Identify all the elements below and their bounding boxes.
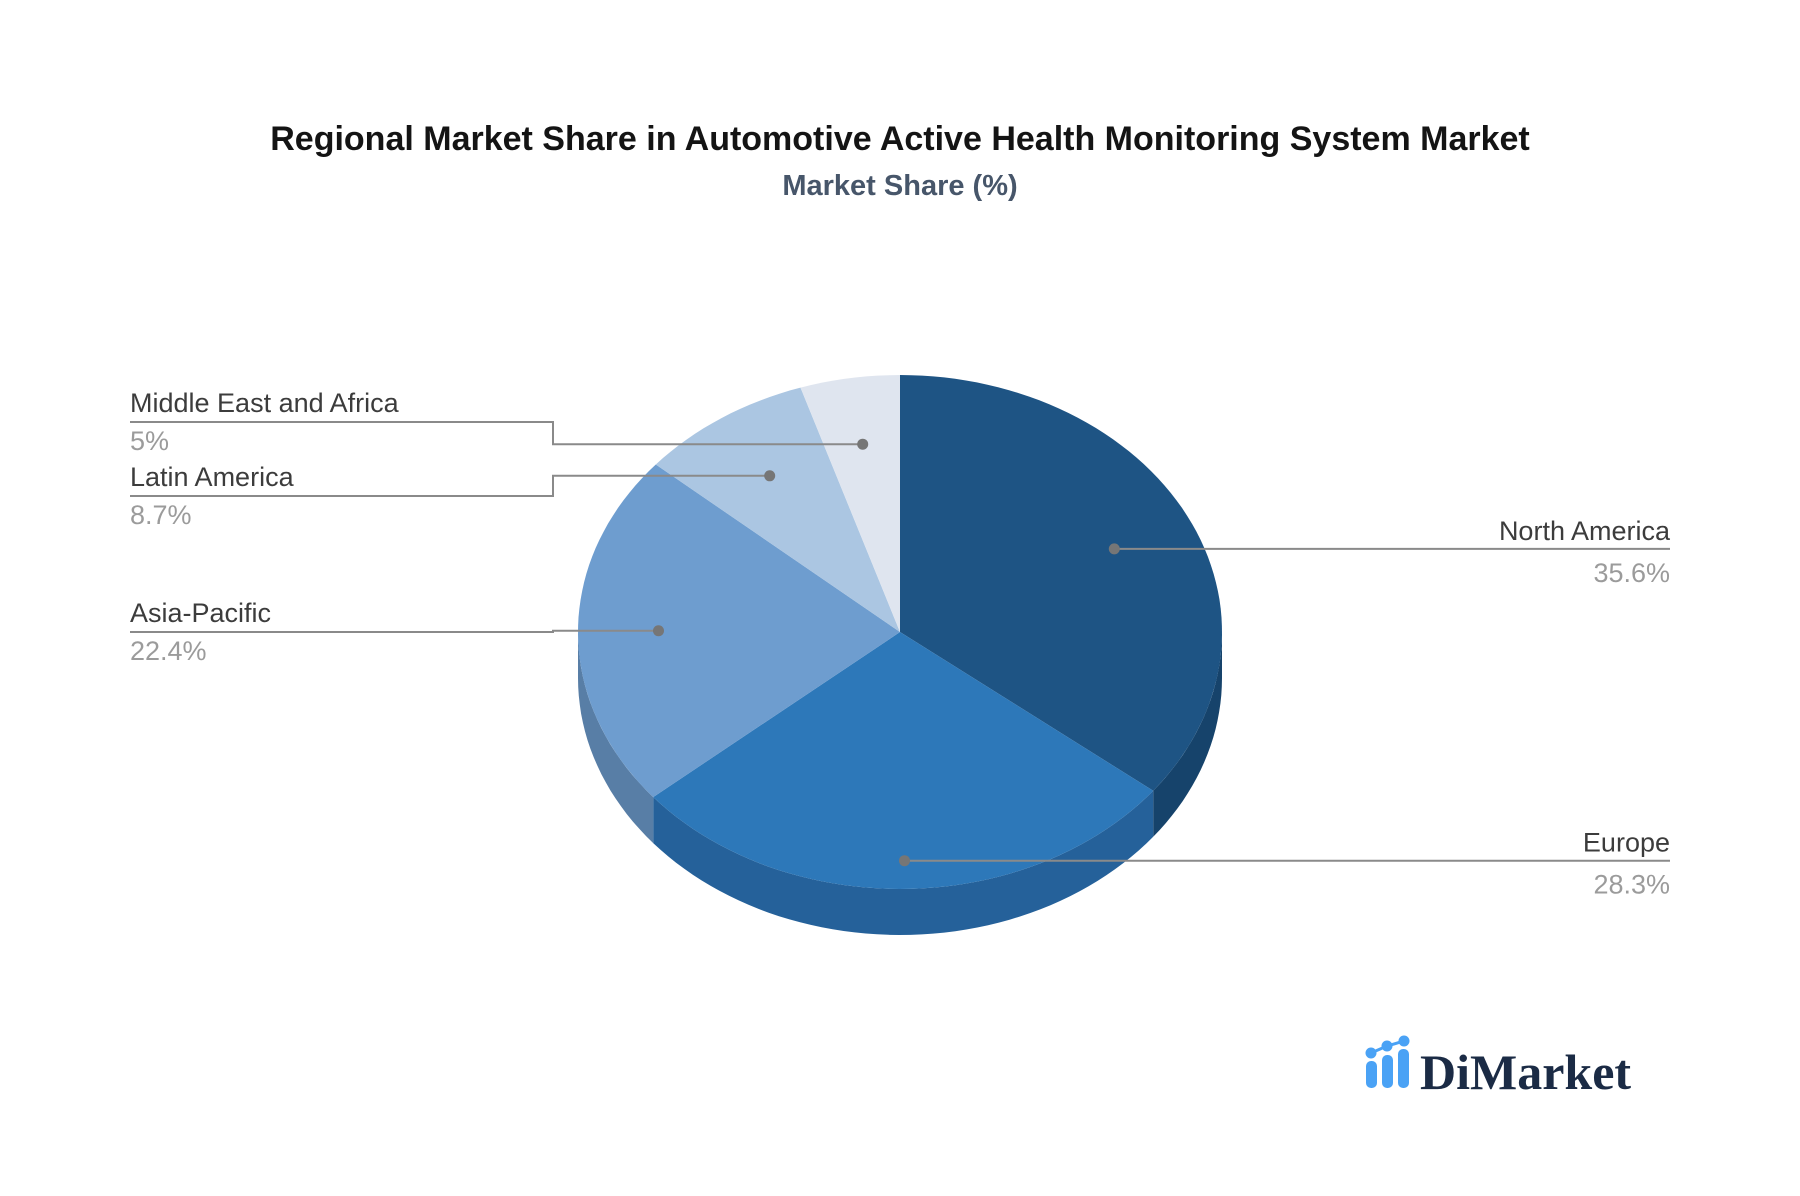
logo-text: DiMarket bbox=[1420, 1044, 1631, 1100]
chart-subtitle: Market Share (%) bbox=[782, 170, 1017, 202]
pie-3d-side bbox=[578, 632, 1222, 935]
region-name: Middle East and Africa bbox=[130, 388, 400, 418]
pie-label-middle-east-and-africa: Middle East and Africa 5% bbox=[130, 388, 869, 456]
region-value: 5% bbox=[130, 426, 169, 456]
region-name: Latin America bbox=[130, 462, 295, 492]
leader-line bbox=[130, 629, 659, 633]
pie-slice-side-north-america bbox=[1153, 632, 1222, 837]
dimarket-logo: DiMarket bbox=[1365, 1035, 1631, 1100]
region-value: 8.7% bbox=[130, 500, 192, 530]
leader-dot bbox=[764, 470, 776, 482]
region-value: 22.4% bbox=[130, 636, 207, 666]
region-name: North America bbox=[1499, 516, 1671, 546]
pie-label-asia-pacific: Asia-Pacific 22.4% bbox=[130, 598, 664, 666]
pie-slice-north-america[interactable] bbox=[900, 375, 1222, 791]
leader-dot bbox=[899, 855, 910, 867]
leader-dot bbox=[857, 438, 869, 450]
leader-line bbox=[130, 421, 863, 446]
region-name: Asia-Pacific bbox=[130, 598, 271, 628]
pie-label-north-america: North America 35.6% bbox=[1108, 516, 1671, 588]
region-name: Europe bbox=[1583, 828, 1670, 858]
leader-dot bbox=[1108, 543, 1120, 555]
pie-slice-side-europe bbox=[653, 790, 1154, 935]
pie-slice-latin-america[interactable] bbox=[655, 387, 900, 632]
pie-slice-europe[interactable] bbox=[653, 632, 1154, 889]
leader-dot bbox=[653, 625, 664, 637]
bar-line-chart-icon bbox=[1365, 1035, 1410, 1088]
chart-title: Regional Market Share in Automotive Acti… bbox=[270, 120, 1530, 158]
pie-slice-labels: North America 35.6% Europe 28.3% Asia-Pacifi… bbox=[130, 388, 1671, 900]
pie-label-latin-america: Latin America 8.7% bbox=[130, 462, 776, 530]
pie-slice-middle-east-and-africa[interactable] bbox=[800, 375, 901, 632]
leader-line bbox=[130, 474, 770, 497]
pie-slice-asia-pacific[interactable] bbox=[578, 464, 900, 798]
pie-slice-side-asia-pacific bbox=[578, 632, 654, 844]
pie-3d-top bbox=[578, 375, 1222, 889]
region-value: 35.6% bbox=[1593, 558, 1670, 588]
region-value: 28.3% bbox=[1593, 870, 1670, 900]
pie-label-europe: Europe 28.3% bbox=[899, 828, 1670, 900]
